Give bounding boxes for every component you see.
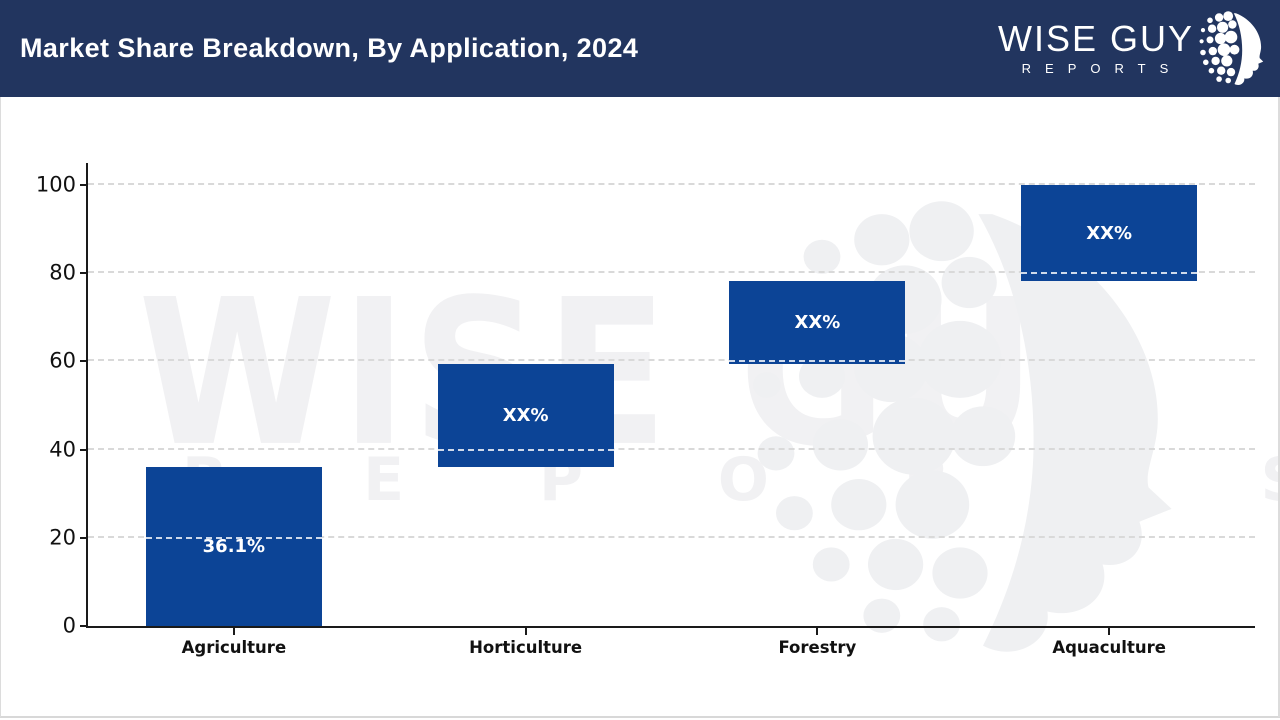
grid-line-over-bar	[145, 536, 322, 539]
waterfall-chart: WISE GU R E P O R T S 02040608010036.1%A…	[0, 97, 1280, 720]
x-tick-mark-aquaculture	[1108, 628, 1111, 635]
y-tick-mark-60	[80, 360, 88, 363]
x-tick-mark-forestry	[816, 628, 819, 635]
bar-value-label: XX%	[1086, 222, 1133, 244]
grid-line-over-bar	[437, 448, 614, 451]
bar-value-label: XX%	[794, 312, 841, 334]
grid-line-80	[88, 271, 1255, 274]
y-tick-label-40: 40	[49, 436, 76, 461]
bar-horticulture: XX%	[437, 364, 614, 467]
grid-line-20	[88, 535, 1255, 538]
grid-line-60	[88, 359, 1255, 362]
y-tick-mark-20	[80, 536, 88, 539]
y-tick-label-80: 80	[49, 260, 76, 285]
y-tick-label-0: 0	[62, 613, 76, 638]
x-tick-mark-agriculture	[232, 628, 235, 635]
bottom-border-line	[0, 716, 1280, 718]
bar-value-label: 36.1%	[202, 535, 266, 557]
y-tick-label-60: 60	[49, 348, 76, 373]
x-category-label-forestry: Forestry	[778, 638, 857, 657]
y-tick-mark-40	[80, 448, 88, 451]
grid-line-over-bar	[729, 360, 906, 363]
x-category-label-horticulture: Horticulture	[469, 638, 583, 657]
bar-aquaculture: XX%	[1021, 185, 1198, 282]
bar-value-label: XX%	[502, 404, 549, 426]
wiseguy-logo: WISE GUY REPORTS	[998, 7, 1266, 91]
grid-line-40	[88, 447, 1255, 450]
grid-line-over-bar	[1021, 272, 1198, 275]
x-category-label-aquaculture: Aquaculture	[1052, 638, 1166, 657]
bar-forestry: XX%	[729, 281, 906, 365]
left-border-line	[0, 97, 1, 717]
y-tick-label-100: 100	[35, 172, 76, 197]
y-tick-mark-0	[80, 625, 88, 627]
logo-wordmark: WISE GUY REPORTS	[997, 18, 1194, 77]
logo-name: WISE GUY	[997, 18, 1194, 59]
dotted-face-profile-icon	[1199, 10, 1264, 85]
header-banner: Market Share Breakdown, By Application, …	[0, 0, 1280, 97]
bar-agriculture: 36.1%	[145, 466, 322, 626]
y-tick-label-20: 20	[49, 525, 76, 550]
x-tick-mark-horticulture	[524, 628, 527, 635]
x-category-label-agriculture: Agriculture	[181, 638, 287, 657]
y-axis-spine	[86, 163, 88, 628]
grid-line-100	[88, 183, 1255, 185]
x-axis-spine	[88, 626, 1255, 628]
y-tick-mark-80	[80, 272, 88, 275]
logo-subtitle: REPORTS	[1021, 61, 1183, 76]
y-tick-mark-100	[80, 184, 88, 186]
page-title: Market Share Breakdown, By Application, …	[20, 33, 639, 63]
right-border-line	[1278, 97, 1280, 717]
